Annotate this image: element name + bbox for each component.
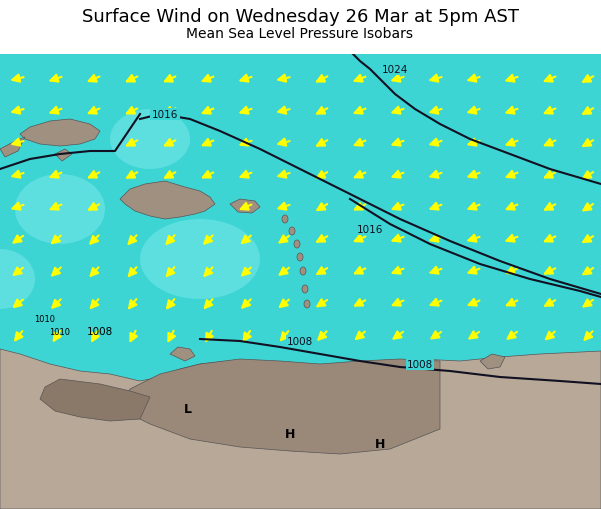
Polygon shape xyxy=(480,354,505,369)
Polygon shape xyxy=(170,347,195,361)
Ellipse shape xyxy=(294,241,300,248)
Ellipse shape xyxy=(282,216,288,223)
Ellipse shape xyxy=(300,267,306,275)
Polygon shape xyxy=(0,138,25,158)
Text: Surface Wind on Wednesday 26 Mar at 5pm AST: Surface Wind on Wednesday 26 Mar at 5pm … xyxy=(82,8,519,26)
Text: 1008: 1008 xyxy=(87,326,113,336)
Ellipse shape xyxy=(289,228,295,236)
Ellipse shape xyxy=(0,249,35,309)
Text: 1016: 1016 xyxy=(152,110,178,120)
Polygon shape xyxy=(0,349,601,509)
Text: H: H xyxy=(375,438,385,450)
Text: H: H xyxy=(285,428,295,441)
Ellipse shape xyxy=(302,286,308,293)
Polygon shape xyxy=(55,150,72,162)
Ellipse shape xyxy=(297,253,303,262)
Polygon shape xyxy=(40,379,150,421)
Ellipse shape xyxy=(304,300,310,308)
Ellipse shape xyxy=(140,219,260,299)
Ellipse shape xyxy=(15,175,105,244)
Polygon shape xyxy=(120,359,440,454)
Polygon shape xyxy=(20,120,100,147)
Text: 1008: 1008 xyxy=(407,359,433,369)
Text: Mean Sea Level Pressure Isobars: Mean Sea Level Pressure Isobars xyxy=(186,27,413,41)
Text: 1010: 1010 xyxy=(49,327,70,336)
Text: 1010: 1010 xyxy=(34,315,55,323)
Text: 1024: 1024 xyxy=(382,65,408,75)
Ellipse shape xyxy=(110,110,190,169)
Polygon shape xyxy=(120,182,215,219)
Bar xyxy=(0,0,601,55)
Polygon shape xyxy=(230,200,260,214)
Text: L: L xyxy=(184,403,192,416)
Text: 1008: 1008 xyxy=(287,336,313,346)
Text: 1016: 1016 xyxy=(357,224,383,235)
